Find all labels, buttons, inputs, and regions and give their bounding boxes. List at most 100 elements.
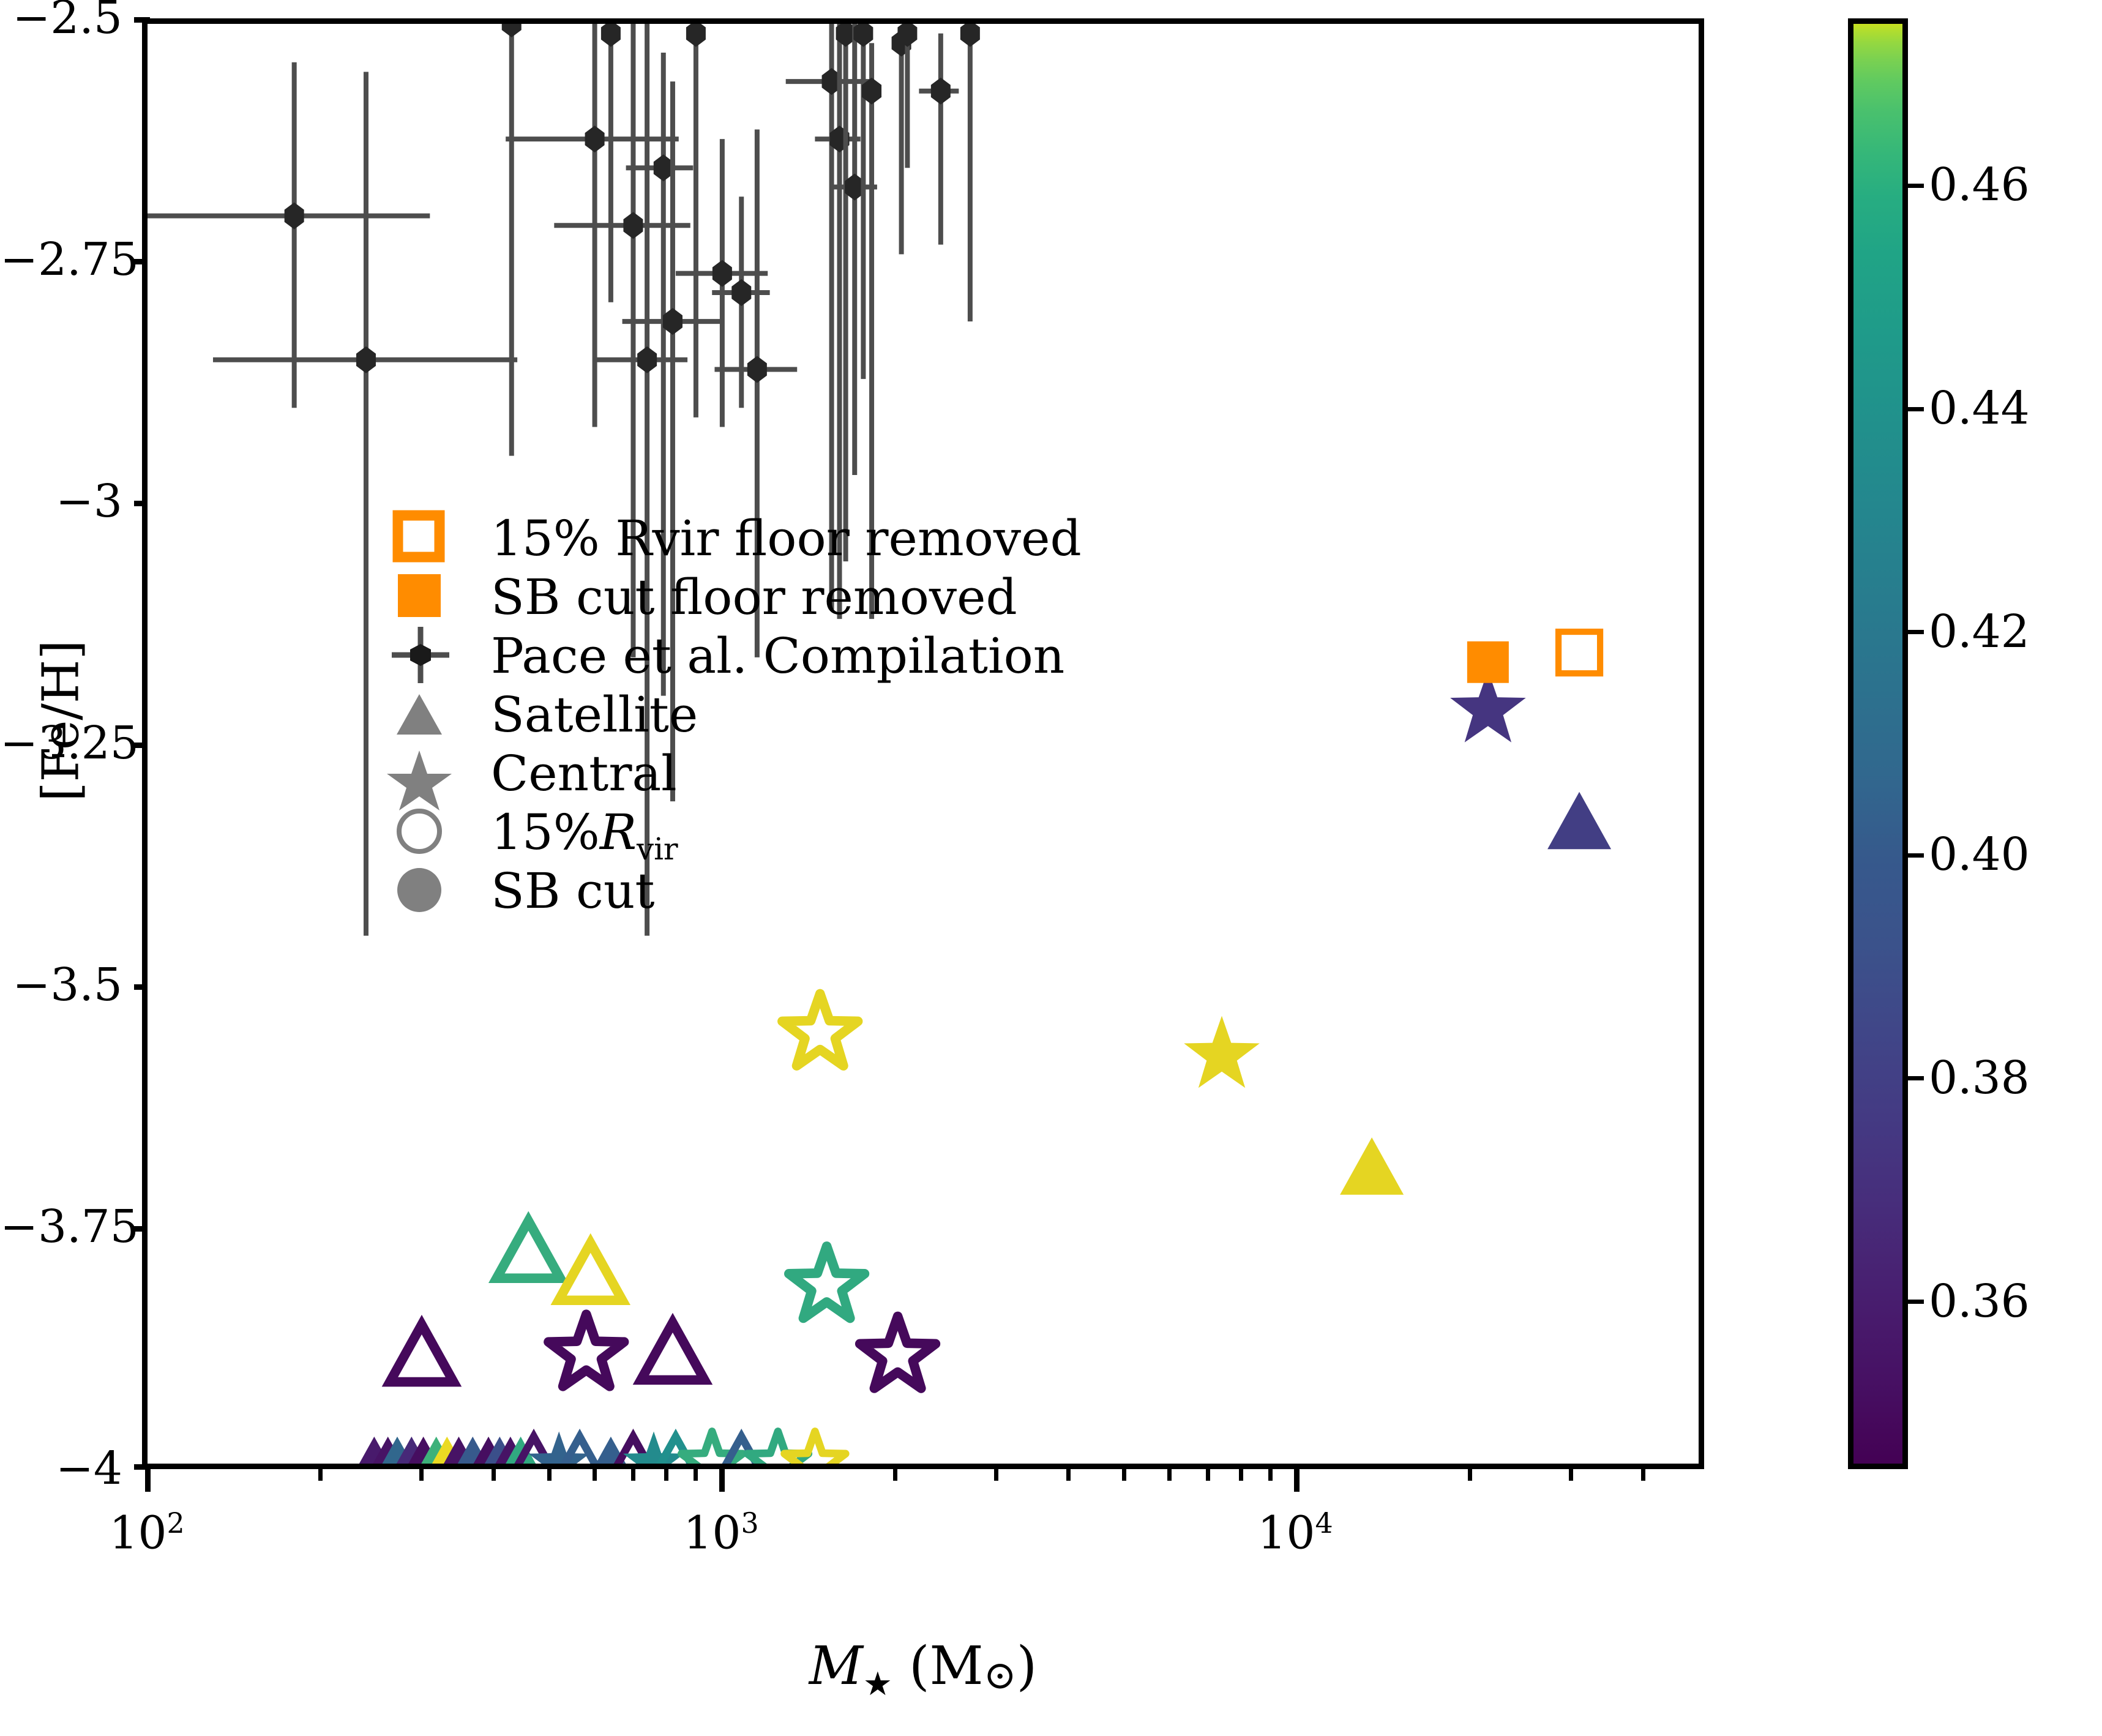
xtick-minor-800 <box>664 1464 669 1481</box>
triangle-filled-icon <box>375 684 466 743</box>
xtick-minor-500 <box>547 1464 552 1481</box>
colorbar-tick-3 <box>1908 853 1924 858</box>
errorbar-marker <box>712 260 732 287</box>
xtick-minor-9000 <box>1268 1464 1273 1481</box>
datapoint-star-filled <box>528 1431 590 1464</box>
x-axis-label-star: ★ <box>862 1665 892 1704</box>
xtick-minor-7000 <box>1205 1464 1210 1481</box>
floor-series <box>359 1427 850 1464</box>
xtick-minor-20000 <box>1467 1464 1472 1481</box>
errorbar-marker <box>853 24 873 47</box>
datapoint-star-open <box>780 1427 850 1464</box>
errorbar-marker <box>356 346 376 373</box>
colorbar-wrap: 0.46 0.44 0.42 0.40 0.38 0.36 <box>1848 18 2030 1469</box>
legend-label-2: Pace et al. Compilation <box>491 627 1065 684</box>
xtick-minor-5000 <box>1121 1464 1126 1481</box>
plot-clip <box>148 24 1699 1464</box>
ytick-label-5: −3.75 <box>0 1200 139 1253</box>
errorbar-marker <box>501 24 522 37</box>
legend-label-3: Satellite <box>491 686 698 743</box>
xtick-exponent-1: 3 <box>741 1506 759 1540</box>
xtick-exponent-2: 4 <box>1315 1506 1333 1540</box>
datapoint-star-open <box>784 1241 870 1323</box>
colorbar-tick-label-0: 0.46 <box>1929 159 2030 212</box>
legend-label-1: SB cut floor removed <box>491 569 1017 626</box>
xtick-minor-3000 <box>994 1464 999 1481</box>
colorbar-tick-label-5: 0.36 <box>1929 1274 2030 1328</box>
ytick-label-4: −3.5 <box>12 959 122 1011</box>
xtick-minor-700 <box>630 1464 635 1481</box>
x-axis-label-open: (M <box>892 1636 984 1697</box>
plot-area <box>142 18 1704 1469</box>
xtick-mantissa-0: 10 <box>109 1506 167 1560</box>
colorbar-gradient <box>1848 18 1908 1469</box>
circle-filled-icon <box>375 861 466 919</box>
errorbar-marker <box>600 24 621 47</box>
datapoint-star-filled <box>1184 1016 1260 1088</box>
errorbar-marker <box>821 68 842 95</box>
errorbar-marker <box>623 212 643 239</box>
colorbar-tick-4 <box>1908 1076 1924 1081</box>
colorbar-tick-0 <box>1908 183 1924 188</box>
datapoint-square-open <box>1555 628 1604 677</box>
xtick-label-1: 103 <box>641 1509 801 1556</box>
errorbar-marker <box>930 77 951 105</box>
x-axis-label-sun: ⊙ <box>983 1652 1017 1699</box>
errorbar-marker <box>585 125 605 153</box>
datapoint-square-filled <box>1467 641 1509 683</box>
datapoint-star-open <box>743 1427 813 1464</box>
ytick-label-0: −2.5 <box>12 0 122 44</box>
colorbar-tick-2 <box>1908 630 1924 635</box>
legend-label-6: SB cut <box>491 862 655 919</box>
ytick-label-2: −3 <box>55 475 122 528</box>
square-filled-icon <box>375 567 466 626</box>
star-filled-icon <box>375 743 466 810</box>
colorbar-tick-1 <box>1908 406 1924 411</box>
datapoint-star-filled <box>1450 670 1526 743</box>
xtick-mantissa-1: 10 <box>683 1506 741 1560</box>
datapoint-triangle-open <box>550 1233 630 1306</box>
circle-open-icon <box>375 802 466 861</box>
data-layer <box>148 24 1612 1464</box>
colorbar-tick-label-2: 0.42 <box>1929 605 2030 658</box>
legend-label-5: 15%Rvir <box>491 803 678 878</box>
datapoint-triangle-open <box>632 1312 713 1385</box>
xtick-mantissa-2: 10 <box>1257 1506 1315 1560</box>
x-axis-label-close: ) <box>1016 1636 1038 1697</box>
colorbar-tick-label-1: 0.44 <box>1929 382 2030 435</box>
errorbar-marker <box>960 24 980 47</box>
errorbar-marker <box>653 154 673 182</box>
xtick-major-100 <box>144 1464 151 1492</box>
datapoint-star-open <box>855 1311 941 1393</box>
datapoint-star-open <box>777 989 863 1071</box>
square-open-icon <box>375 508 466 567</box>
legend-label-5-a: 15% <box>491 804 600 861</box>
xtick-minor-300 <box>419 1464 424 1481</box>
datapoint-triangle-filled <box>1340 1137 1404 1195</box>
datapoint-triangle-open <box>560 1428 599 1464</box>
datapoint-triangle-filled <box>1547 791 1612 850</box>
errorbar-marker <box>637 346 657 373</box>
main-series <box>381 670 1612 1393</box>
errorbar-marker <box>731 279 752 307</box>
legend-label-4: Central <box>491 745 677 802</box>
datapoint-triangle-open <box>488 1211 569 1283</box>
datapoint-triangle-filled <box>506 1436 536 1464</box>
errorbar-marker <box>845 173 865 201</box>
xtick-minor-900 <box>694 1464 698 1481</box>
xtick-label-2: 104 <box>1216 1509 1375 1556</box>
xtick-major-1000 <box>719 1464 725 1492</box>
legend-label-5-sub: vir <box>637 831 678 867</box>
xtick-minor-2000 <box>893 1464 897 1481</box>
errorbar-marker <box>747 356 767 383</box>
datapoint-triangle-open <box>381 1314 462 1387</box>
x-axis-label-M: M <box>809 1636 863 1697</box>
colorbar-tick-5 <box>1908 1300 1924 1304</box>
xtick-minor-8000 <box>1239 1464 1244 1481</box>
xtick-minor-400 <box>491 1464 496 1481</box>
errorbar-point-icon <box>375 626 466 684</box>
legend-label-5-R: R <box>599 804 637 861</box>
xtick-minor-30000 <box>1569 1464 1574 1481</box>
datapoint-star-open <box>544 1309 629 1391</box>
